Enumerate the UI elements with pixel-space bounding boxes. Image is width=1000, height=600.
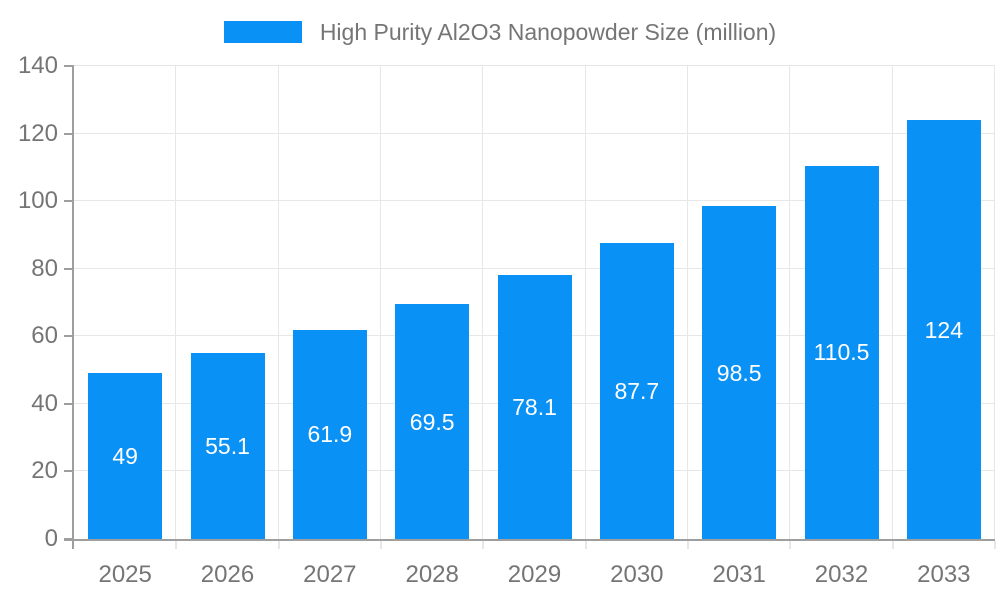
x-axis-tick [584, 541, 587, 549]
x-tick-label: 2032 [814, 561, 869, 588]
legend: High Purity Al2O3 Nanopowder Size (milli… [0, 18, 1000, 46]
x-tick-label: 2031 [712, 561, 766, 588]
v-gridline [687, 66, 688, 539]
x-tick-label: 2029 [507, 561, 562, 588]
y-tick-label: 100 [17, 187, 58, 215]
v-gridline [789, 66, 791, 539]
y-tick-label: 0 [44, 525, 58, 552]
y-tick-label: 60 [31, 322, 58, 350]
v-gridline [175, 66, 177, 539]
y-axis-tick [64, 200, 74, 203]
bar-2032[interactable] [804, 165, 879, 539]
y-axis-tick [64, 267, 74, 270]
y-tick-label: 40 [31, 389, 58, 417]
y-tick-label: 80 [31, 254, 58, 282]
bar-2029[interactable] [497, 275, 572, 539]
x-tick-label: 2025 [98, 561, 152, 588]
bar-value-label: 87.7 [614, 377, 660, 404]
x-axis-tick [277, 541, 280, 549]
bar-value-label: 49 [112, 443, 138, 470]
bar-2028[interactable] [395, 304, 470, 539]
bar-2026[interactable] [190, 352, 265, 539]
x-axis-tick [482, 541, 485, 549]
bar-value-label: 98.5 [716, 359, 762, 386]
h-gridline [74, 65, 995, 66]
legend-item[interactable]: High Purity Al2O3 Nanopowder Size (milli… [223, 18, 777, 46]
v-gridline [277, 66, 279, 539]
bar-value-label: 69.5 [409, 408, 455, 435]
bar-2031[interactable] [702, 206, 777, 539]
y-tick-label: 20 [31, 457, 58, 485]
y-axis-tick [64, 402, 74, 405]
y-axis-tick [64, 132, 74, 135]
legend-swatch-icon [223, 21, 302, 43]
legend-label: High Purity Al2O3 Nanopowder Size (milli… [319, 18, 777, 45]
bar-value-label: 61.9 [307, 421, 353, 448]
h-gridline [74, 132, 995, 134]
bar-2033[interactable] [906, 120, 981, 539]
bar-value-label: 124 [924, 316, 963, 343]
x-tick-label: 2028 [405, 561, 459, 588]
v-gridline [994, 66, 995, 539]
v-gridline [380, 66, 381, 539]
x-tick-label: 2026 [200, 561, 255, 588]
x-tick-label: 2027 [303, 561, 357, 588]
x-tick-label: 2033 [917, 561, 971, 588]
bar-2030[interactable] [599, 242, 674, 539]
x-axis-tick [789, 541, 792, 549]
bar-2025[interactable] [88, 373, 163, 539]
x-axis-tick [687, 541, 689, 549]
x-axis-tick [175, 541, 178, 549]
x-tick-label: 2030 [610, 561, 664, 588]
x-axis-tick [380, 541, 382, 549]
h-gridline [74, 267, 995, 269]
bar-value-label: 78.1 [512, 394, 557, 421]
h-gridline [74, 200, 995, 202]
x-axis-line [64, 539, 995, 541]
y-axis-tick [64, 470, 74, 473]
x-axis-tick [994, 541, 996, 549]
bar-value-label: 110.5 [813, 339, 870, 366]
x-axis-tick [891, 541, 894, 549]
y-tick-label: 120 [17, 119, 58, 147]
v-gridline [584, 66, 586, 539]
y-tick-label: 140 [17, 52, 58, 79]
y-axis-line [72, 66, 74, 549]
y-axis-tick [64, 65, 74, 67]
bar-2027[interactable] [292, 329, 367, 539]
v-gridline [482, 66, 484, 539]
v-gridline [891, 66, 893, 539]
bar-value-label: 55.1 [205, 432, 250, 459]
y-axis-tick [64, 335, 74, 338]
